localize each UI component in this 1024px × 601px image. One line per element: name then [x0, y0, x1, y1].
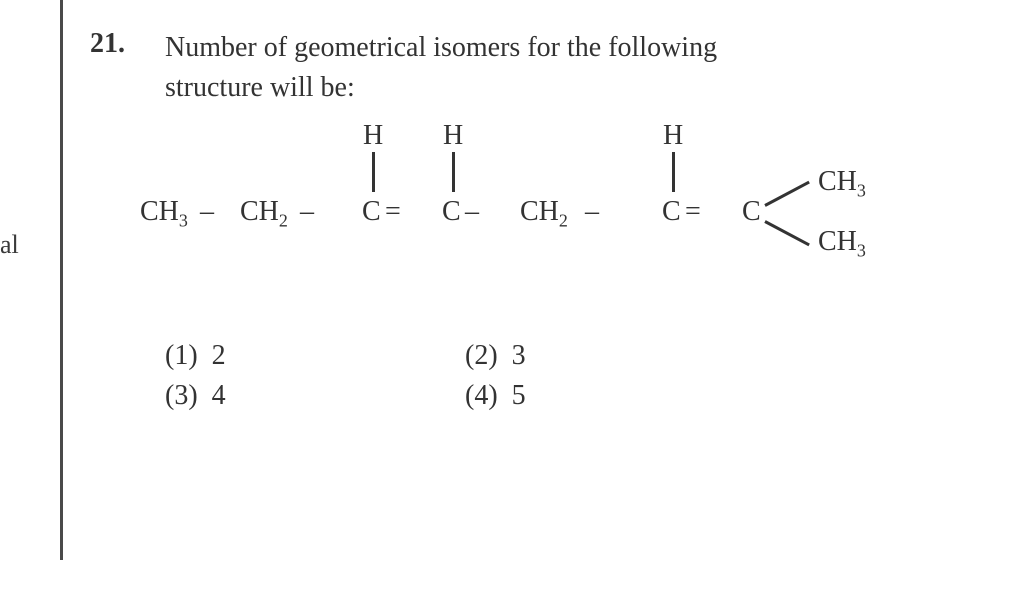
ch3-text: CH	[140, 196, 179, 227]
option-3-val: 4	[212, 380, 226, 412]
bond-v1	[372, 152, 375, 192]
bond-diag-up	[764, 181, 810, 207]
option-1-val: 2	[212, 340, 226, 372]
group-ch2-2: CH2	[520, 196, 568, 232]
bond-v3	[672, 152, 675, 192]
group-ch2-1: CH2	[240, 196, 288, 232]
option-4-val: 5	[512, 380, 526, 412]
option-2: (2) 3	[465, 340, 765, 372]
vertical-divider	[60, 0, 63, 560]
option-row-1: (1) 2 (2) 3	[165, 340, 865, 372]
option-4-num: (4)	[465, 380, 498, 412]
atom-h3: H	[663, 120, 683, 152]
page: al 21. Number of geometrical isomers for…	[0, 0, 1024, 601]
option-1: (1) 2	[165, 340, 465, 372]
ch2-sub: 2	[279, 211, 288, 231]
option-2-num: (2)	[465, 340, 498, 372]
atom-c1: C	[362, 196, 381, 228]
bond-dash2: –	[300, 196, 314, 228]
question-number: 21.	[90, 28, 125, 60]
question-line2: structure will be:	[165, 72, 355, 103]
option-1-num: (1)	[165, 340, 198, 372]
bond-double2: =	[685, 196, 701, 228]
question-text: Number of geometrical isomers for the fo…	[165, 28, 965, 108]
option-2-val: 3	[512, 340, 526, 372]
branch-ch3-bot: CH3	[818, 226, 866, 262]
option-3: (3) 4	[165, 380, 465, 412]
bond-dash1: –	[200, 196, 214, 228]
side-label: al	[0, 230, 19, 260]
bond-diag-down	[764, 220, 810, 246]
question-line1: Number of geometrical isomers for the fo…	[165, 32, 717, 63]
branch-bot-sub: 3	[857, 241, 866, 261]
ch2-text2: CH	[520, 196, 559, 227]
atom-h2: H	[443, 120, 463, 152]
answer-options: (1) 2 (2) 3 (3) 4 (4) 5	[165, 340, 865, 420]
option-3-num: (3)	[165, 380, 198, 412]
branch-top-sub: 3	[857, 181, 866, 201]
branch-bot-text: CH	[818, 226, 857, 257]
atom-c4: C	[742, 196, 761, 228]
bond-v2	[452, 152, 455, 192]
ch2-text: CH	[240, 196, 279, 227]
ch2-sub2: 2	[559, 211, 568, 231]
ch3-sub: 3	[179, 211, 188, 231]
branch-ch3-top: CH3	[818, 166, 866, 202]
atom-c3: C	[662, 196, 681, 228]
chemical-structure: H H H CH3 – CH2 – C = C – CH2 – C = C	[140, 120, 920, 320]
option-4: (4) 5	[465, 380, 765, 412]
option-row-2: (3) 4 (4) 5	[165, 380, 865, 412]
group-ch3-left: CH3	[140, 196, 188, 232]
branch-top-text: CH	[818, 166, 857, 197]
atom-c2: C	[442, 196, 461, 228]
bond-double1: =	[385, 196, 401, 228]
bond-dash4: –	[585, 196, 599, 228]
atom-h1: H	[363, 120, 383, 152]
bond-dash3: –	[465, 196, 479, 228]
